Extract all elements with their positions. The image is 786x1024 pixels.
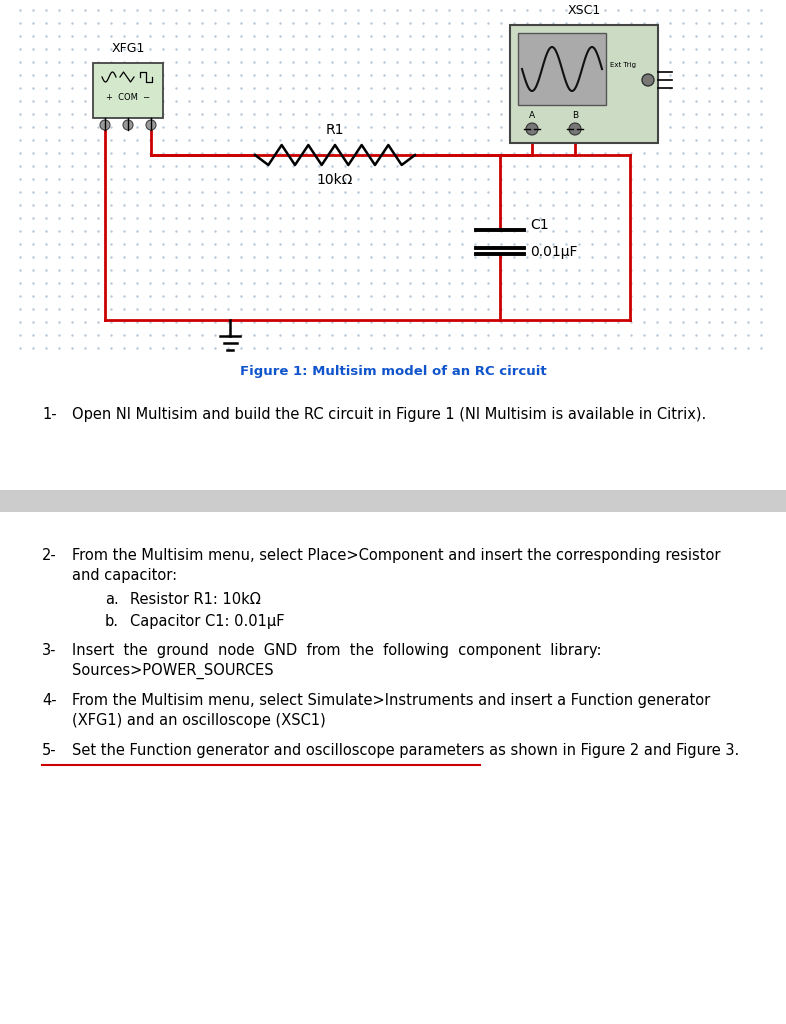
- Text: 3-: 3-: [42, 643, 57, 658]
- Text: Sources>POWER_SOURCES: Sources>POWER_SOURCES: [72, 663, 274, 679]
- FancyBboxPatch shape: [510, 25, 658, 143]
- Circle shape: [146, 120, 156, 130]
- Text: R1: R1: [325, 123, 344, 137]
- Text: Set the Function generator and oscilloscope parameters as shown in Figure 2 and : Set the Function generator and oscillosc…: [72, 743, 740, 758]
- FancyBboxPatch shape: [518, 33, 606, 105]
- Text: From the Multisim menu, select Place>Component and insert the corresponding resi: From the Multisim menu, select Place>Com…: [72, 548, 721, 563]
- Circle shape: [642, 74, 654, 86]
- Text: and capacitor:: and capacitor:: [72, 568, 177, 583]
- Text: Resistor R1: 10kΩ: Resistor R1: 10kΩ: [130, 592, 261, 607]
- Circle shape: [526, 123, 538, 135]
- Text: Insert  the  ground  node  GND  from  the  following  component  library:: Insert the ground node GND from the foll…: [72, 643, 601, 658]
- Text: Figure 1: Multisim model of an RC circuit: Figure 1: Multisim model of an RC circui…: [240, 366, 546, 379]
- Text: 10kΩ: 10kΩ: [317, 173, 353, 187]
- Text: 4-: 4-: [42, 693, 57, 708]
- Text: Ext Trig: Ext Trig: [610, 62, 636, 68]
- Text: XSC1: XSC1: [567, 4, 601, 17]
- Text: A: A: [529, 111, 535, 120]
- Text: 2-: 2-: [42, 548, 57, 563]
- Text: XFG1: XFG1: [112, 42, 145, 55]
- FancyBboxPatch shape: [93, 63, 163, 118]
- Text: b.: b.: [105, 614, 119, 629]
- Text: Capacitor C1: 0.01μF: Capacitor C1: 0.01μF: [130, 614, 285, 629]
- Circle shape: [123, 120, 133, 130]
- Text: +  COM  −: + COM −: [106, 93, 150, 102]
- Text: 1-: 1-: [42, 407, 57, 422]
- Text: 0.01μF: 0.01μF: [530, 245, 578, 259]
- Text: (XFG1) and an oscilloscope (XSC1): (XFG1) and an oscilloscope (XSC1): [72, 713, 325, 728]
- Text: 5-: 5-: [42, 743, 57, 758]
- Text: a.: a.: [105, 592, 119, 607]
- Text: B: B: [572, 111, 578, 120]
- Circle shape: [569, 123, 581, 135]
- Text: C1: C1: [530, 218, 549, 232]
- Circle shape: [100, 120, 110, 130]
- Text: From the Multisim menu, select Simulate>Instruments and insert a Function genera: From the Multisim menu, select Simulate>…: [72, 693, 711, 708]
- Text: Open NI Multisim and build the RC circuit in Figure 1 (NI Multisim is available : Open NI Multisim and build the RC circui…: [72, 407, 707, 422]
- Bar: [0, 490, 786, 512]
